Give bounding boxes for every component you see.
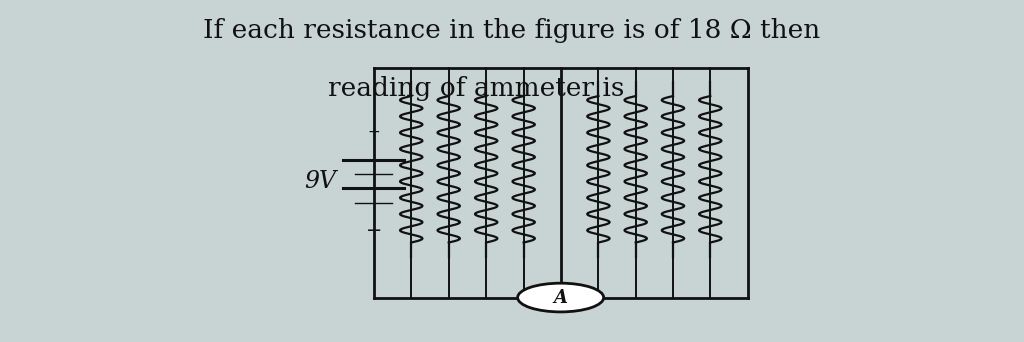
Text: reading of ammeter is: reading of ammeter is (328, 76, 624, 102)
Text: A: A (554, 289, 567, 306)
Text: If each resistance in the figure is of 18 Ω then: If each resistance in the figure is of 1… (204, 18, 820, 43)
Text: +: + (368, 124, 380, 140)
Text: −: − (366, 221, 382, 240)
Circle shape (517, 283, 604, 312)
Text: 9V: 9V (304, 170, 337, 193)
